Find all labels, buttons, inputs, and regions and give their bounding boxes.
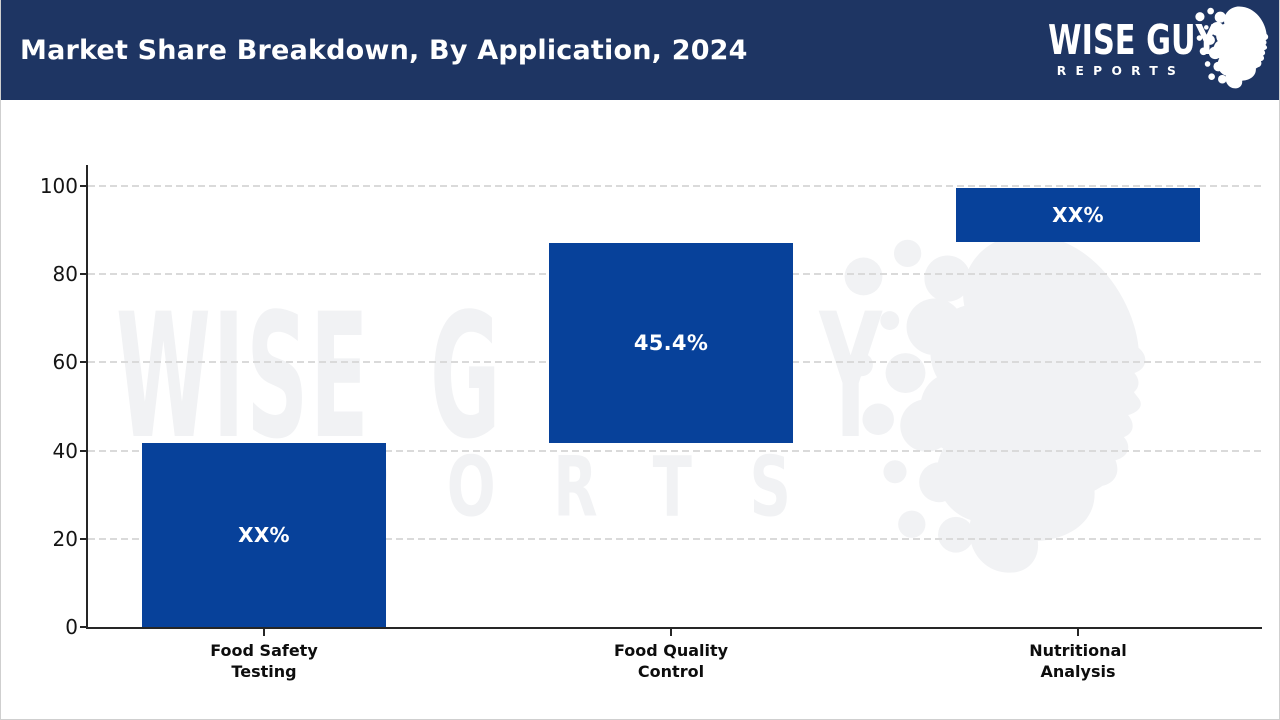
brand-logo: WISE GUY REPORTS [1010, 0, 1280, 100]
y-tick-mark [80, 449, 88, 452]
y-tick-label: 20 [52, 526, 78, 551]
y-axis-line [86, 165, 88, 629]
watermark-head-logo-icon [844, 234, 1146, 573]
x-tick-mark [263, 629, 265, 636]
bar-food-quality-control: 45.4% [549, 242, 793, 443]
bar-value-label: XX% [238, 523, 290, 547]
bar-value-label: XX% [1052, 203, 1104, 228]
x-tick-mark [1077, 629, 1079, 636]
y-tick-mark [80, 626, 88, 628]
y-gridline [88, 449, 1262, 452]
y-tick-label: 100 [39, 173, 78, 198]
brand-logo-name: WISE GUY [1048, 16, 1218, 64]
y-tick-label: 0 [65, 615, 78, 639]
header-bar: Market Share Breakdown, By Application, … [0, 0, 1280, 100]
y-gridline [88, 184, 1262, 187]
bar-food-safety-testing: XX% [142, 443, 386, 627]
x-category-label: Food Quality Control [613, 641, 729, 682]
x-category-label: Food Safety Testing [210, 641, 318, 682]
brand-logo-subname: REPORTS [1057, 63, 1186, 78]
chart-title: Market Share Breakdown, By Application, … [20, 34, 748, 66]
y-tick-label: 60 [52, 350, 78, 375]
y-gridline [88, 537, 1262, 540]
bar-value-label: 45.4% [633, 330, 709, 355]
x-tick-mark [670, 629, 672, 636]
y-tick-mark [80, 273, 88, 276]
brand-head-logo-icon [1195, 6, 1269, 89]
y-tick-label: 40 [52, 438, 78, 463]
bar-nutritional-analysis: XX% [956, 188, 1200, 243]
y-tick-mark [80, 184, 88, 187]
x-axis-line [86, 627, 1262, 629]
y-tick-mark [80, 361, 88, 364]
x-category-label: Nutritional Analysis [1029, 641, 1127, 682]
y-tick-label: 80 [52, 262, 78, 287]
y-tick-mark [80, 537, 88, 540]
